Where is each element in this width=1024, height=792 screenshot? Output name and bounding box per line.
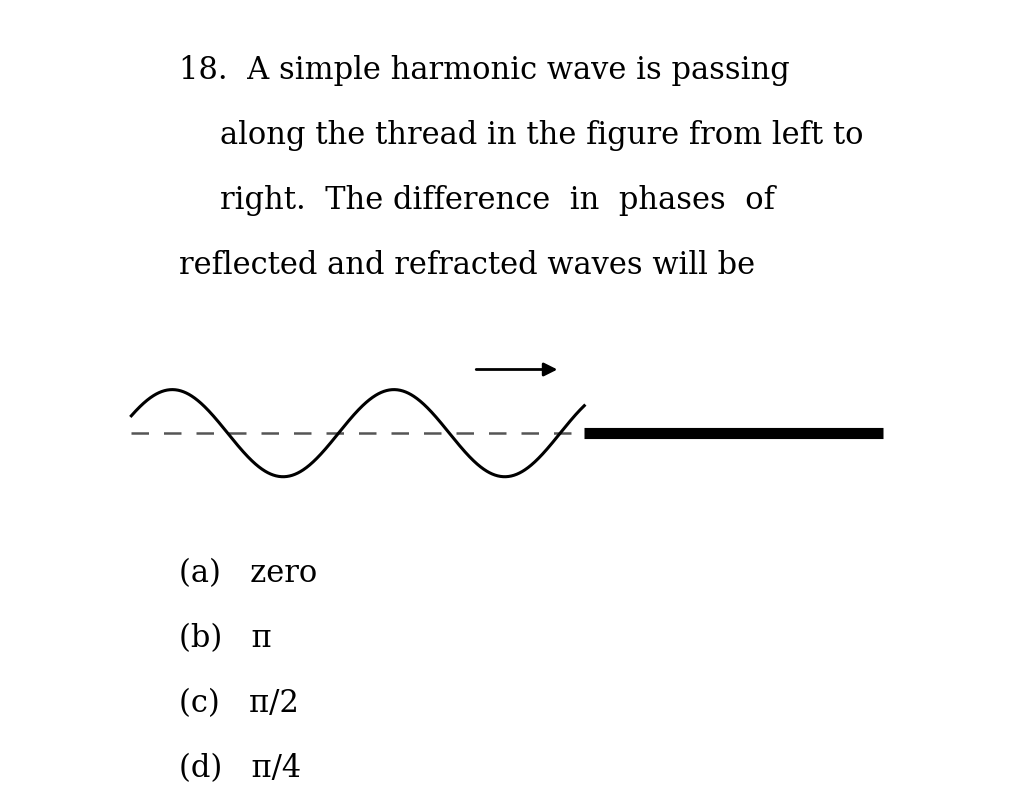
Text: (d)   π/4: (d) π/4 [179, 753, 301, 784]
Text: (b)   π: (b) π [179, 623, 271, 654]
Text: reflected and refracted waves will be: reflected and refracted waves will be [179, 250, 756, 281]
Text: (c)   π/2: (c) π/2 [179, 688, 299, 719]
Text: (a)   zero: (a) zero [179, 558, 317, 589]
Text: right.  The difference  in  phases  of: right. The difference in phases of [220, 185, 775, 216]
Text: 18.  A simple harmonic wave is passing: 18. A simple harmonic wave is passing [179, 55, 790, 86]
Text: along the thread in the figure from left to: along the thread in the figure from left… [220, 120, 863, 151]
